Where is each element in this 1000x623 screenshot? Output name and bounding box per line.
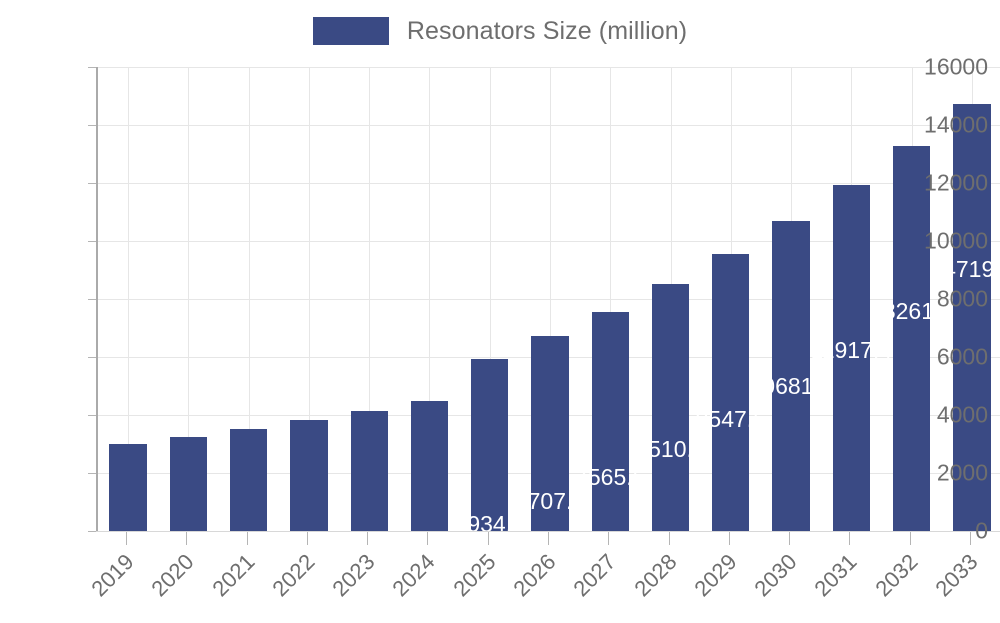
y-tick-label: 4000 — [936, 401, 988, 428]
x-tick-mark — [548, 532, 549, 545]
x-gridline — [309, 67, 310, 531]
x-tick-mark — [728, 532, 730, 545]
y-tick-mark — [88, 183, 96, 184]
x-tick-mark — [668, 532, 670, 545]
plot-area: 3000.2 3250.5 3520.5 3815.4 4135.4 4481.5 5934… — [93, 67, 1000, 622]
bar-2022[interactable] — [290, 420, 328, 531]
y-tick-label: 2000 — [936, 459, 988, 486]
y-tick-mark — [88, 357, 96, 358]
y-tick-mark — [88, 415, 96, 416]
y-tick-mark — [88, 299, 96, 300]
x-tick-label-2025: 2025 — [448, 549, 501, 602]
legend-label: Resonators Size (million) — [406, 16, 688, 45]
bar-2020[interactable] — [169, 436, 208, 531]
y-tick-label: 12000 — [924, 169, 988, 196]
y-tick-label: 10000 — [924, 227, 988, 254]
bar-2030[interactable] — [772, 221, 810, 531]
x-tick-label-2030: 2030 — [749, 549, 802, 602]
bar-2023[interactable] — [350, 411, 388, 531]
x-tick-mark — [909, 532, 911, 545]
x-tick-label-2019: 2019 — [86, 549, 139, 602]
bar-2019[interactable] — [109, 444, 147, 531]
x-gridline — [188, 67, 189, 531]
x-gridline — [610, 67, 611, 531]
bar-2029[interactable] — [712, 254, 750, 531]
bar-2025[interactable] — [471, 358, 509, 531]
y-tick-label: 14000 — [924, 111, 988, 138]
bar-2033[interactable] — [953, 104, 991, 531]
x-tick-label-2031: 2031 — [809, 549, 862, 602]
y-tick-mark — [88, 125, 96, 126]
y-gridline — [98, 183, 1000, 184]
x-tick-mark — [969, 532, 971, 545]
bar-2021[interactable] — [229, 428, 268, 531]
x-gridline — [369, 67, 370, 531]
bar-2026[interactable] — [531, 336, 569, 531]
x-tick-label-2027: 2027 — [568, 549, 621, 602]
x-tick-mark — [246, 532, 248, 545]
x-tick-mark — [608, 532, 610, 545]
x-tick-label-2032: 2032 — [869, 549, 923, 602]
legend-color-swatch — [312, 17, 389, 45]
x-gridline — [128, 67, 129, 531]
x-tick-mark — [306, 532, 308, 545]
x-tick-mark — [427, 532, 429, 545]
bar-2028[interactable] — [651, 284, 690, 531]
y-tick-mark — [88, 241, 96, 242]
x-tick-label-2021: 2021 — [206, 549, 260, 602]
y-gridline — [98, 299, 1000, 300]
x-tick-label-2022: 2022 — [267, 549, 320, 602]
x-tick-label-2024: 2024 — [387, 549, 441, 602]
x-tick-mark — [849, 532, 851, 545]
x-tick-mark — [186, 532, 188, 545]
bar-2027[interactable] — [591, 311, 629, 531]
x-tick-label-2020: 2020 — [146, 549, 200, 602]
x-tick-label-2023: 2023 — [327, 549, 380, 602]
bar-2031[interactable] — [832, 185, 870, 531]
bar-2032[interactable] — [892, 146, 931, 531]
chart-legend: Resonators Size (million) — [0, 8, 1000, 54]
x-tick-label-2033: 2033 — [930, 549, 983, 602]
y-tick-label: 16000 — [924, 53, 988, 80]
y-tick-label: 6000 — [936, 343, 988, 370]
x-axis-line — [96, 531, 1000, 532]
y-tick-label: 8000 — [936, 285, 988, 312]
x-tick-label-2029: 2029 — [689, 549, 742, 602]
x-tick-label-2028: 2028 — [628, 549, 682, 602]
x-gridline — [249, 67, 250, 531]
x-tick-mark — [367, 532, 369, 545]
y-gridline — [98, 125, 1000, 126]
x-gridline — [429, 67, 430, 531]
bar-chart: Resonators Size (million) 3000.2 3250.5 35… — [0, 8, 1000, 622]
x-tick-mark — [126, 532, 128, 545]
x-gridline — [490, 67, 491, 531]
y-tick-mark — [88, 67, 96, 68]
y-gridline — [98, 67, 1000, 68]
y-tick-mark — [88, 531, 96, 532]
bar-2024[interactable] — [410, 401, 449, 531]
x-tick-label-2026: 2026 — [508, 549, 561, 602]
y-gridline — [98, 241, 1000, 242]
x-tick-mark — [789, 532, 791, 545]
x-gridline — [550, 67, 551, 531]
y-tick-label: 0 — [975, 517, 988, 544]
y-tick-mark — [88, 473, 96, 474]
x-tick-mark — [487, 532, 489, 545]
